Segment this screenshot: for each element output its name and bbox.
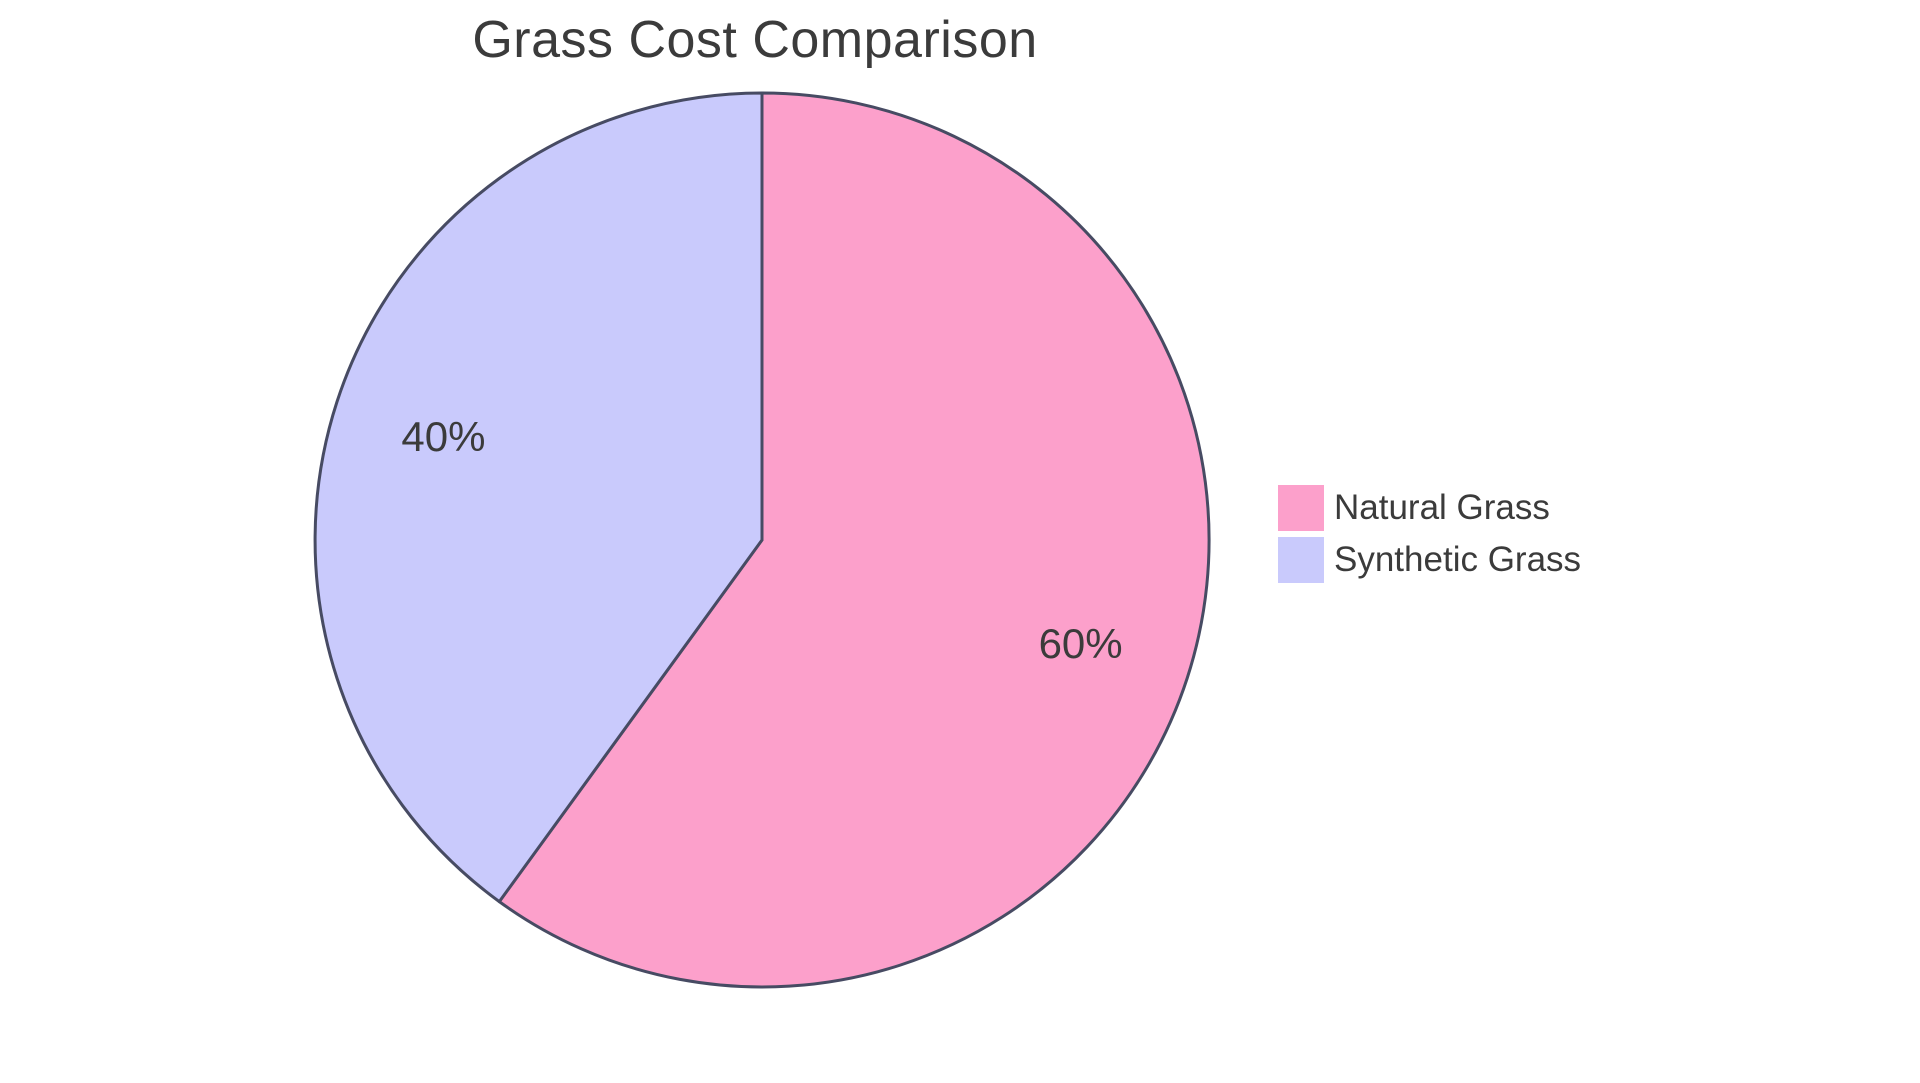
pie-slice-natural-grass[interactable]	[497, 91, 1211, 989]
legend-swatch-natural-grass-icon	[1278, 485, 1324, 531]
legend: Natural Grass Synthetic Grass	[1278, 485, 1581, 583]
legend-label-natural-grass: Natural Grass	[1334, 488, 1550, 527]
legend-item-synthetic-grass[interactable]: Synthetic Grass	[1278, 537, 1581, 583]
pie-slice-synthetic-grass[interactable]	[313, 91, 764, 904]
pie-percent-label: 60%	[1039, 620, 1123, 667]
legend-item-natural-grass[interactable]: Natural Grass	[1278, 485, 1581, 531]
legend-swatch-synthetic-grass-icon	[1278, 537, 1324, 583]
chart-title: Grass Cost Comparison	[472, 11, 1038, 69]
pie-percent-label: 40%	[401, 413, 485, 460]
legend-label-synthetic-grass: Synthetic Grass	[1334, 540, 1582, 579]
